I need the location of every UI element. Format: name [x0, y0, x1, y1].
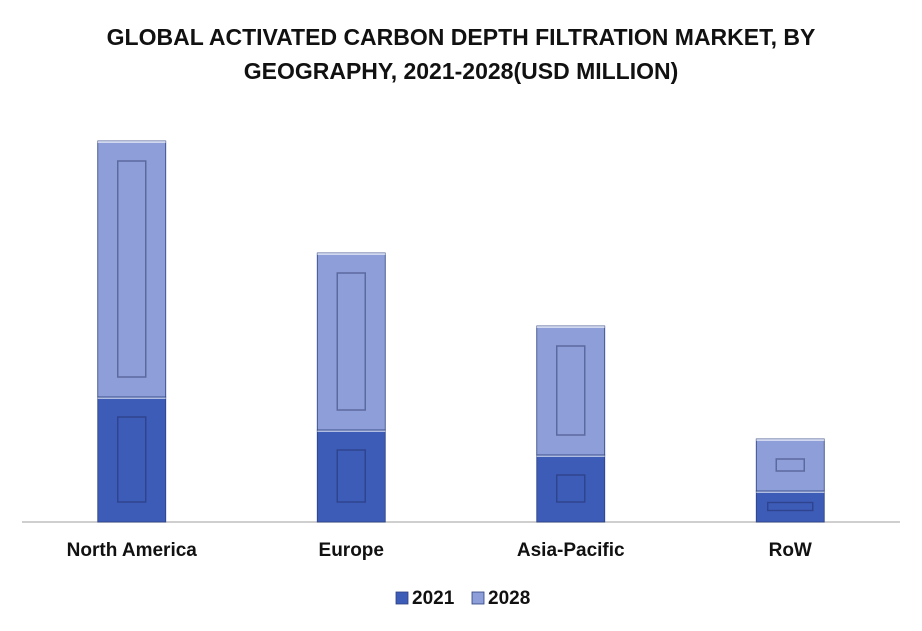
bar-bevel: [336, 449, 366, 503]
bar-bevel: [117, 416, 147, 503]
bar: [316, 252, 386, 431]
legend-label: 2028: [488, 588, 530, 609]
x-tick-label: North America: [67, 540, 198, 561]
bar-bevel: [767, 501, 814, 512]
bar-bevel: [556, 345, 586, 436]
bar: [97, 396, 167, 523]
x-tick-label: RoW: [769, 540, 812, 561]
bar: [97, 140, 167, 398]
legend-swatch: [471, 591, 485, 605]
legend-swatch: [395, 591, 409, 605]
bar: [316, 429, 386, 523]
chart-title: GLOBAL ACTIVATED CARBON DEPTH FILTRATION…: [106, 24, 816, 84]
bar-bevel: [336, 272, 366, 411]
bar-bevel: [117, 160, 147, 378]
legend-label: 2021: [412, 588, 455, 609]
bar-bevel: [556, 474, 586, 503]
bar: [755, 490, 825, 523]
x-tick-label: Asia-Pacific: [517, 540, 625, 561]
bar: [536, 325, 606, 456]
bar: [755, 438, 825, 492]
bar: [536, 454, 606, 523]
x-tick-label: Europe: [319, 540, 384, 561]
bar-bevel: [775, 458, 805, 472]
